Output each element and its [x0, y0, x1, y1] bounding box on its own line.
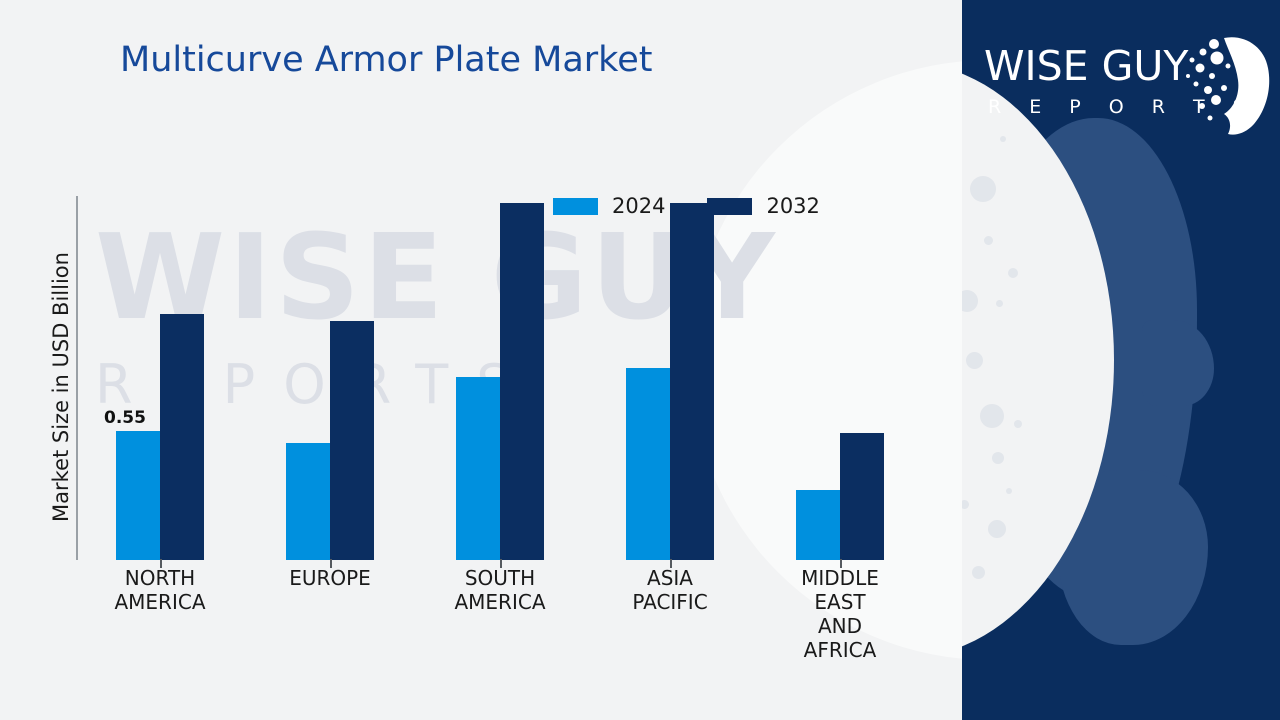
head-silhouette-nose: [1142, 320, 1214, 406]
chart-legend: 2024 2032: [553, 194, 820, 218]
legend-item-2024[interactable]: 2024: [553, 194, 665, 218]
category-label-line: PACIFIC: [632, 590, 708, 614]
legend-swatch-2024: [553, 197, 598, 215]
legend-item-2032[interactable]: 2032: [707, 194, 820, 218]
category-label-line: NORTH: [124, 566, 196, 590]
logo-wordmark: WISE GUY: [984, 42, 1189, 90]
x-axis-tick: [500, 559, 502, 568]
category-labels: NORTH AMERICA EUROPE SOUTH AMERICA ASIA PACIFI…: [78, 566, 938, 686]
bar-2032-middle-east-and-africa: [840, 433, 884, 560]
category-label-line: EUROPE: [289, 566, 371, 590]
plot-area: 0.55: [78, 180, 938, 568]
logo-subtitle: R E P O R T S: [988, 96, 1256, 118]
x-axis-tick: [670, 559, 672, 568]
x-axis-tick: [330, 559, 332, 568]
category-label-south-america: SOUTH AMERICA: [415, 566, 585, 614]
legend-swatch-2032: [707, 197, 753, 215]
bar-2032-asia-pacific: [670, 203, 714, 560]
x-axis-tick: [160, 559, 162, 568]
bar-2032-north-america: [160, 313, 204, 560]
category-label-line: MIDDLE: [801, 566, 879, 590]
bar-2024-south-america: [456, 377, 500, 560]
category-label-asia-pacific: ASIA PACIFIC: [585, 566, 755, 614]
y-axis-line: [76, 196, 78, 560]
category-label-line: SOUTH: [464, 566, 536, 590]
bar-2024-asia-pacific: [626, 367, 670, 560]
bar-2024-middle-east-and-africa: [796, 489, 840, 560]
logo-face-icon: [1186, 37, 1270, 135]
category-label-line: AND: [817, 614, 863, 638]
bar-2032-south-america: [500, 203, 544, 560]
category-label-line: ASIA: [647, 566, 693, 590]
category-label-line: AMERICA: [454, 590, 546, 614]
category-label-line: EAST: [814, 590, 866, 614]
legend-label-2024: 2024: [612, 194, 666, 218]
bar-2024-north-america: [116, 431, 160, 560]
category-label-line: AFRICA: [803, 638, 877, 662]
legend-label-2032: 2032: [766, 194, 820, 218]
bar-2024-europe: [286, 442, 330, 560]
category-label-middle-east-and-africa: MIDDLE EAST AND AFRICA: [755, 566, 925, 662]
category-label-europe: EUROPE: [245, 566, 415, 590]
bar-2032-europe: [330, 320, 374, 560]
brand-panel: WISE GUY R E P O R T S: [962, 0, 1280, 720]
wiseguy-reports-logo: WISE GUY R E P O R T S: [970, 30, 1270, 135]
category-label-north-america: NORTH AMERICA: [75, 566, 245, 614]
chart-panel: WISE GUY REPORTS Multicurve Armor Plate …: [49, 40, 938, 686]
chart-title: Multicurve Armor Plate Market: [120, 40, 653, 80]
y-axis-title: Market Size in USD Billion: [49, 252, 73, 522]
category-label-line: AMERICA: [114, 590, 206, 614]
bar-value-label: 0.55: [104, 408, 146, 428]
